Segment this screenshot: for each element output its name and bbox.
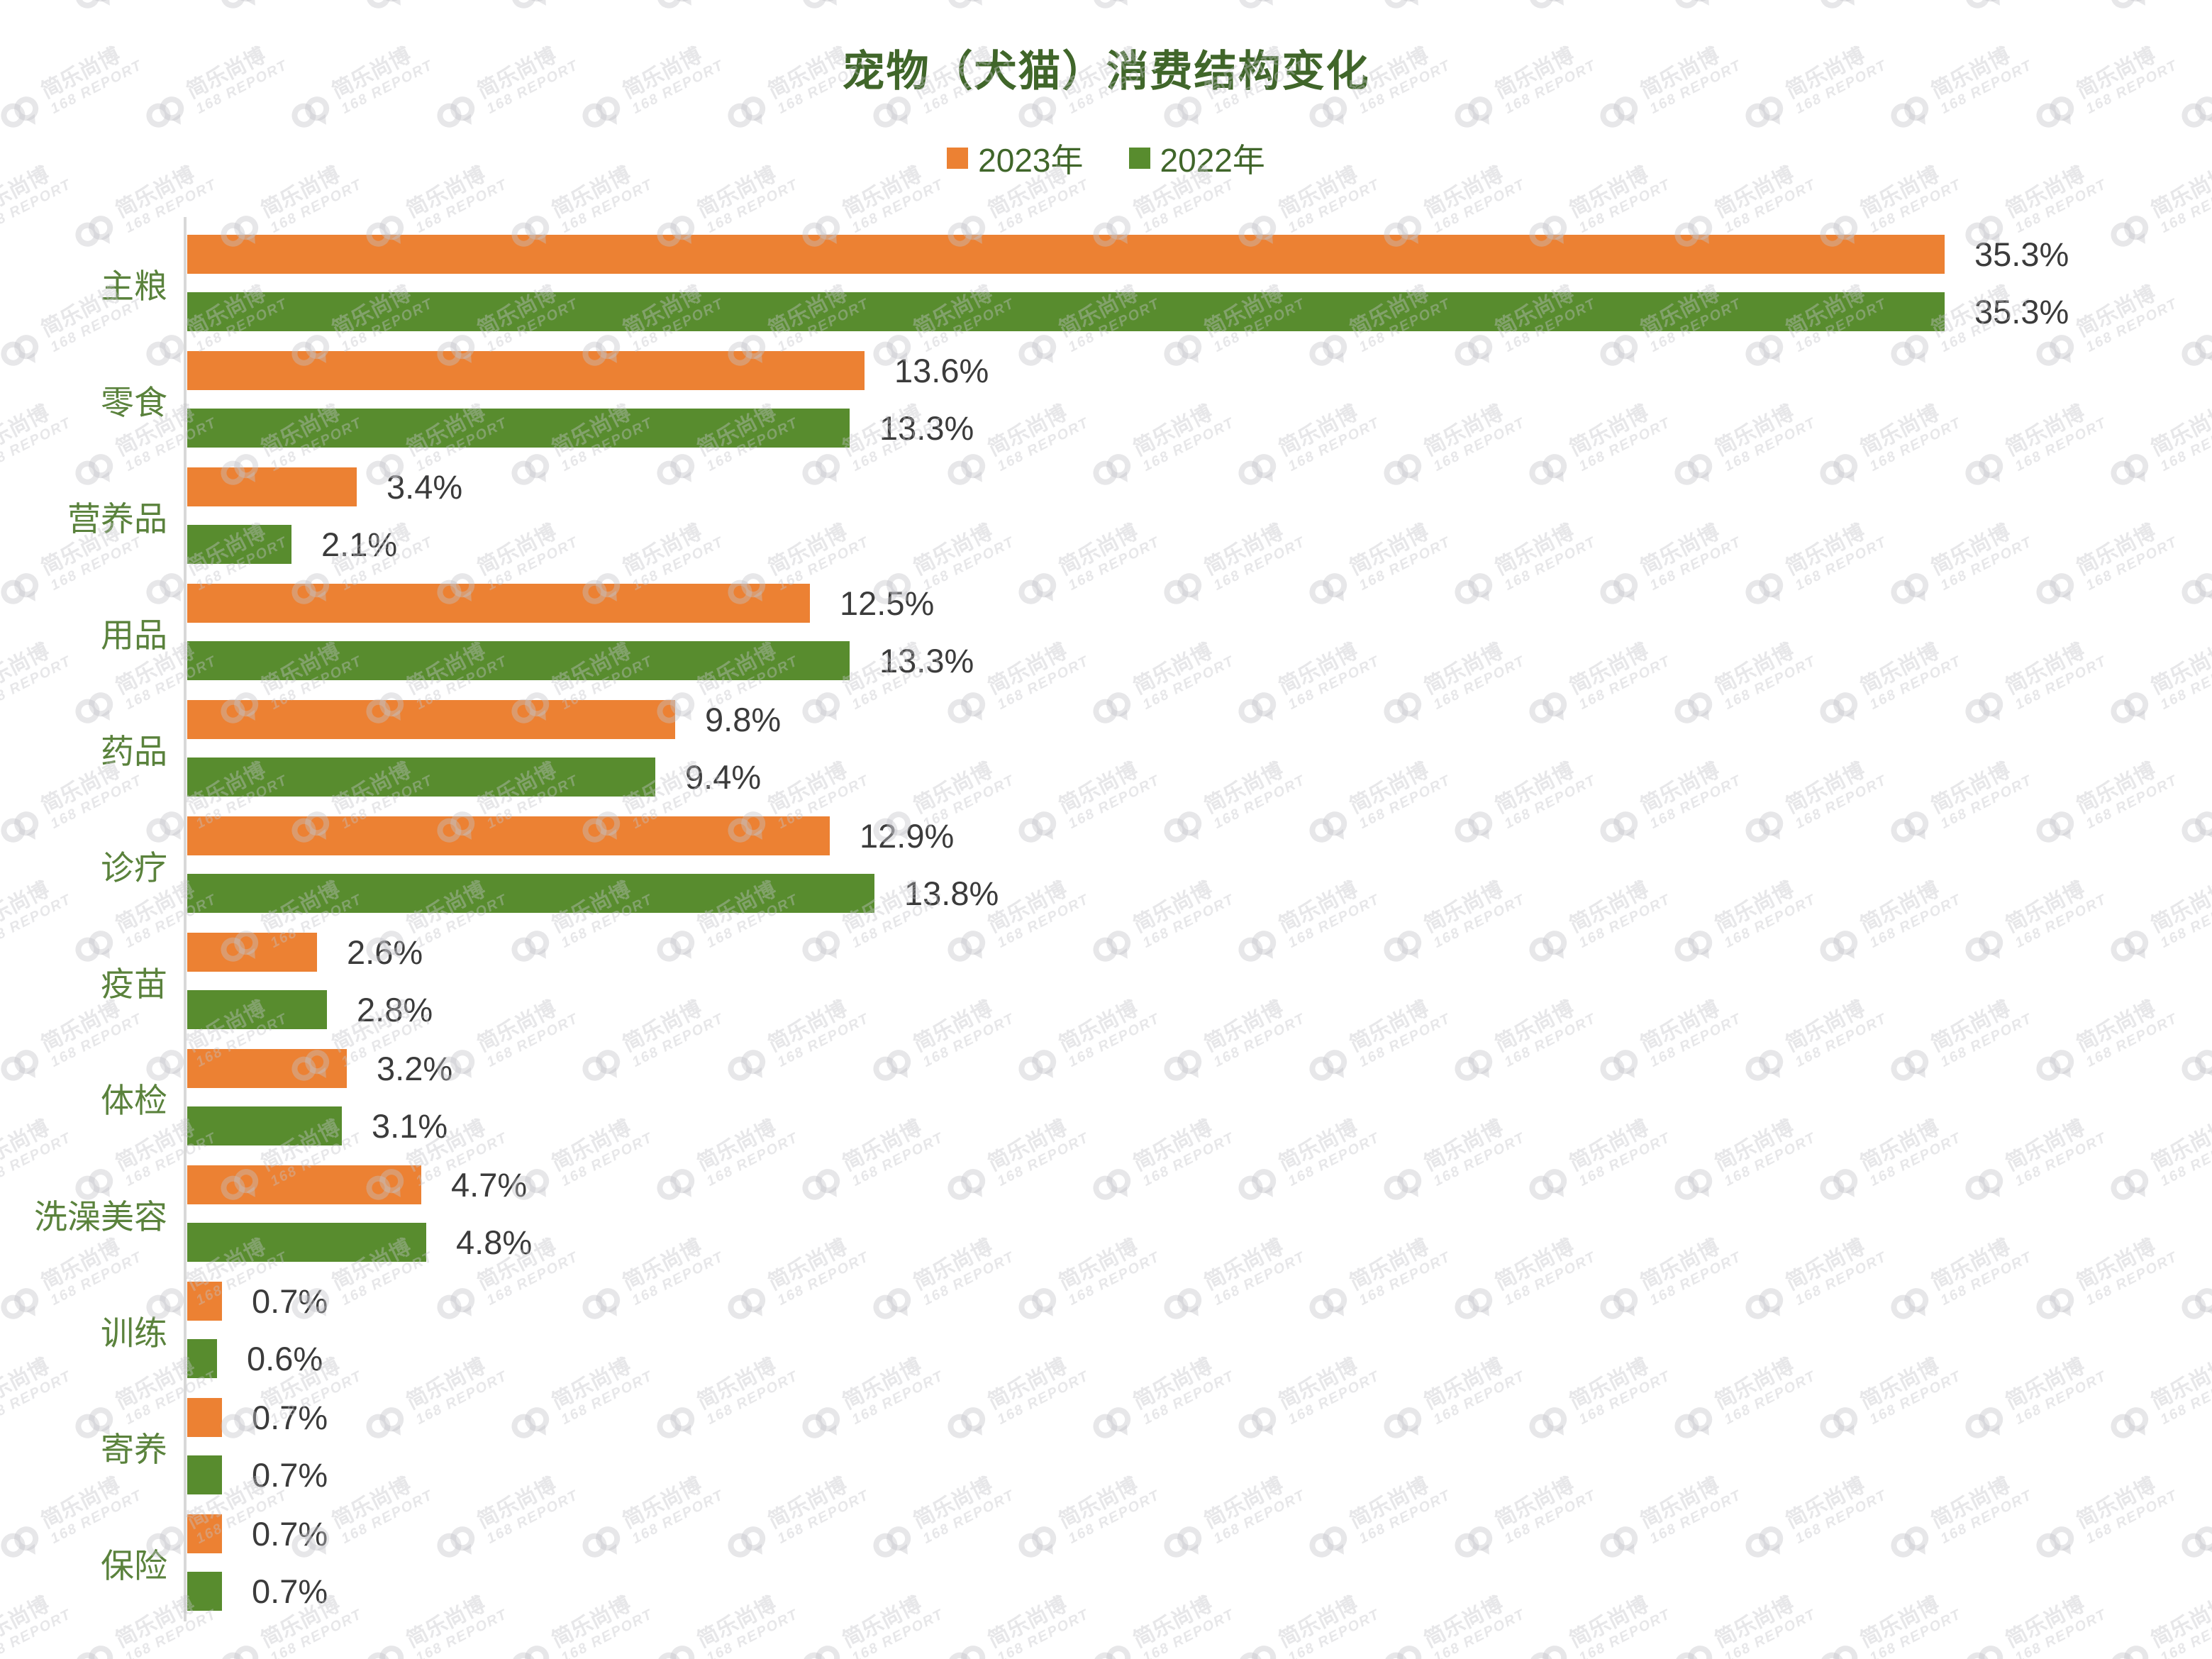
legend-swatch-2023-icon bbox=[947, 148, 969, 169]
bar-2023 bbox=[187, 584, 810, 623]
category-row: 寄养 0.7% 0.7% bbox=[101, 1398, 2212, 1494]
bar-2023 bbox=[187, 1514, 222, 1553]
category-label: 营养品 bbox=[67, 499, 167, 538]
category-label: 体检 bbox=[101, 1081, 167, 1119]
category-label: 保险 bbox=[101, 1546, 167, 1585]
value-label-2023: 12.5% bbox=[840, 584, 935, 622]
bar-2022 bbox=[187, 990, 327, 1029]
value-label-2023: 4.7% bbox=[451, 1166, 528, 1204]
bar-2022 bbox=[187, 1106, 342, 1145]
bar-2023 bbox=[187, 933, 317, 972]
bar-2022 bbox=[187, 292, 1945, 331]
value-label-2023: 0.7% bbox=[252, 1282, 328, 1320]
value-label-2023: 2.6% bbox=[347, 933, 423, 971]
value-label-2022: 0.6% bbox=[247, 1340, 323, 1377]
bar-2023 bbox=[187, 1165, 421, 1204]
category-axis-line bbox=[184, 217, 187, 1621]
bar-2022 bbox=[187, 1455, 222, 1494]
value-label-2022: 9.4% bbox=[685, 758, 762, 796]
category-label: 主粮 bbox=[101, 267, 167, 305]
category-row: 主粮 35.3% 35.3% bbox=[101, 235, 2212, 331]
bar-2022 bbox=[187, 1339, 217, 1378]
category-label: 洗澡美容 bbox=[34, 1197, 167, 1236]
category-row: 用品 12.5% 13.3% bbox=[101, 584, 2212, 680]
category-row: 诊疗 12.9% 13.8% bbox=[101, 816, 2212, 913]
bar-2023 bbox=[187, 700, 675, 739]
bar-2023 bbox=[187, 235, 1945, 274]
bar-2022 bbox=[187, 874, 874, 913]
category-label: 寄养 bbox=[101, 1430, 167, 1468]
category-label: 训练 bbox=[101, 1314, 167, 1352]
category-row: 零食 13.6% 13.3% bbox=[101, 351, 2212, 448]
value-label-2022: 2.1% bbox=[321, 526, 398, 563]
bar-2023 bbox=[187, 467, 357, 506]
category-row: 体检 3.2% 3.1% bbox=[101, 1049, 2212, 1145]
value-label-2022: 35.3% bbox=[1974, 293, 2069, 331]
value-label-2022: 4.8% bbox=[456, 1224, 533, 1261]
legend: 2023年 2022年 bbox=[0, 135, 2212, 182]
value-label-2022: 13.8% bbox=[904, 875, 999, 912]
legend-label-2023: 2023年 bbox=[978, 142, 1084, 179]
bar-2022 bbox=[187, 1572, 222, 1611]
value-label-2023: 35.3% bbox=[1974, 235, 2069, 273]
category-label: 用品 bbox=[101, 616, 167, 654]
bar-2022 bbox=[187, 525, 291, 564]
value-label-2022: 0.7% bbox=[252, 1456, 328, 1494]
value-label-2022: 13.3% bbox=[879, 409, 974, 447]
category-row: 药品 9.8% 9.4% bbox=[101, 700, 2212, 797]
bar-2022 bbox=[187, 758, 655, 797]
bar-2023 bbox=[187, 816, 830, 855]
chart-title: 宠物（犬猫）消费结构变化 bbox=[842, 48, 1370, 95]
bar-2023 bbox=[187, 1282, 222, 1321]
value-label-2022: 2.8% bbox=[357, 991, 433, 1028]
legend-item-2023: 2023年 bbox=[947, 135, 1084, 182]
value-label-2022: 0.7% bbox=[252, 1572, 328, 1610]
value-label-2022: 13.3% bbox=[879, 642, 974, 679]
value-label-2023: 0.7% bbox=[252, 1399, 328, 1436]
value-label-2023: 0.7% bbox=[252, 1515, 328, 1553]
category-row: 疫苗 2.6% 2.8% bbox=[101, 933, 2212, 1029]
bar-2023 bbox=[187, 1049, 347, 1088]
category-label: 疫苗 bbox=[101, 965, 167, 1003]
legend-swatch-2022-icon bbox=[1128, 148, 1150, 169]
legend-label-2022: 2022年 bbox=[1160, 142, 1265, 179]
bar-2022 bbox=[187, 641, 850, 680]
category-row: 训练 0.7% 0.6% bbox=[101, 1282, 2212, 1378]
value-label-2023: 9.8% bbox=[705, 701, 782, 738]
bar-2023 bbox=[187, 1398, 222, 1437]
category-label: 诊疗 bbox=[101, 848, 167, 887]
bar-2022 bbox=[187, 1223, 426, 1262]
value-label-2023: 12.9% bbox=[860, 817, 955, 855]
legend-item-2022: 2022年 bbox=[1128, 135, 1265, 182]
bar-2023 bbox=[187, 351, 865, 390]
value-label-2023: 3.2% bbox=[377, 1050, 453, 1087]
category-row: 营养品 3.4% 2.1% bbox=[67, 467, 2212, 564]
category-label: 药品 bbox=[101, 732, 167, 770]
value-label-2022: 3.1% bbox=[372, 1107, 448, 1145]
value-label-2023: 3.4% bbox=[387, 468, 463, 506]
category-row: 洗澡美容 4.7% 4.8% bbox=[34, 1165, 2212, 1262]
bar-2022 bbox=[187, 409, 850, 448]
category-label: 零食 bbox=[101, 383, 167, 421]
plot-area: 主粮 35.3% 35.3% 零食 13.6% 13.3% 营养品 3.4% 2… bbox=[34, 235, 2212, 1639]
category-row: 保险 0.7% 0.7% bbox=[101, 1514, 2212, 1611]
value-label-2023: 13.6% bbox=[894, 352, 989, 389]
